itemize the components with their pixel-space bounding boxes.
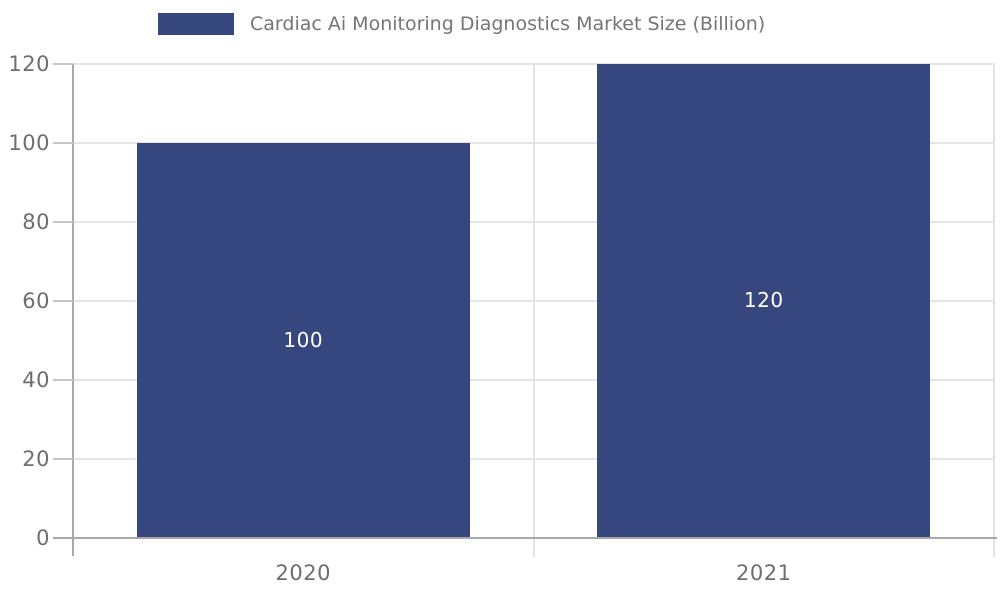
bar-2021[interactable] bbox=[597, 64, 931, 538]
legend-swatch-icon[interactable] bbox=[158, 13, 234, 35]
legend-label: Cardiac Ai Monitoring Diagnostics Market… bbox=[250, 13, 766, 35]
bar-value-label: 120 bbox=[743, 288, 784, 312]
bar-2020[interactable] bbox=[136, 143, 470, 538]
x-axis-line bbox=[53, 537, 997, 539]
y-axis-tick bbox=[53, 458, 73, 460]
y-axis-tick-label: 20 bbox=[22, 447, 50, 471]
y-axis-tick-label: 40 bbox=[22, 368, 50, 392]
y-axis-tick-label: 100 bbox=[8, 131, 50, 155]
bar-value-label: 100 bbox=[283, 327, 324, 352]
y-axis-tick bbox=[53, 300, 73, 302]
y-axis-tick bbox=[53, 221, 73, 223]
x-axis-tick-label: 2020 bbox=[275, 561, 331, 585]
x-axis-tick-label: 2021 bbox=[736, 561, 792, 585]
y-axis-tick-label: 80 bbox=[22, 210, 50, 234]
gridline-vertical bbox=[532, 64, 535, 557]
y-axis-tick-label: 0 bbox=[36, 526, 50, 550]
y-axis-tick bbox=[53, 379, 73, 381]
y-axis-line bbox=[72, 64, 74, 556]
y-axis-tick-label: 120 bbox=[8, 52, 50, 76]
y-axis-tick bbox=[53, 63, 73, 65]
chart-legend[interactable]: Cardiac Ai Monitoring Diagnostics Market… bbox=[158, 13, 765, 35]
y-axis-tick bbox=[53, 142, 73, 144]
gridline-vertical bbox=[993, 64, 995, 557]
y-axis-tick-label: 60 bbox=[22, 289, 50, 313]
